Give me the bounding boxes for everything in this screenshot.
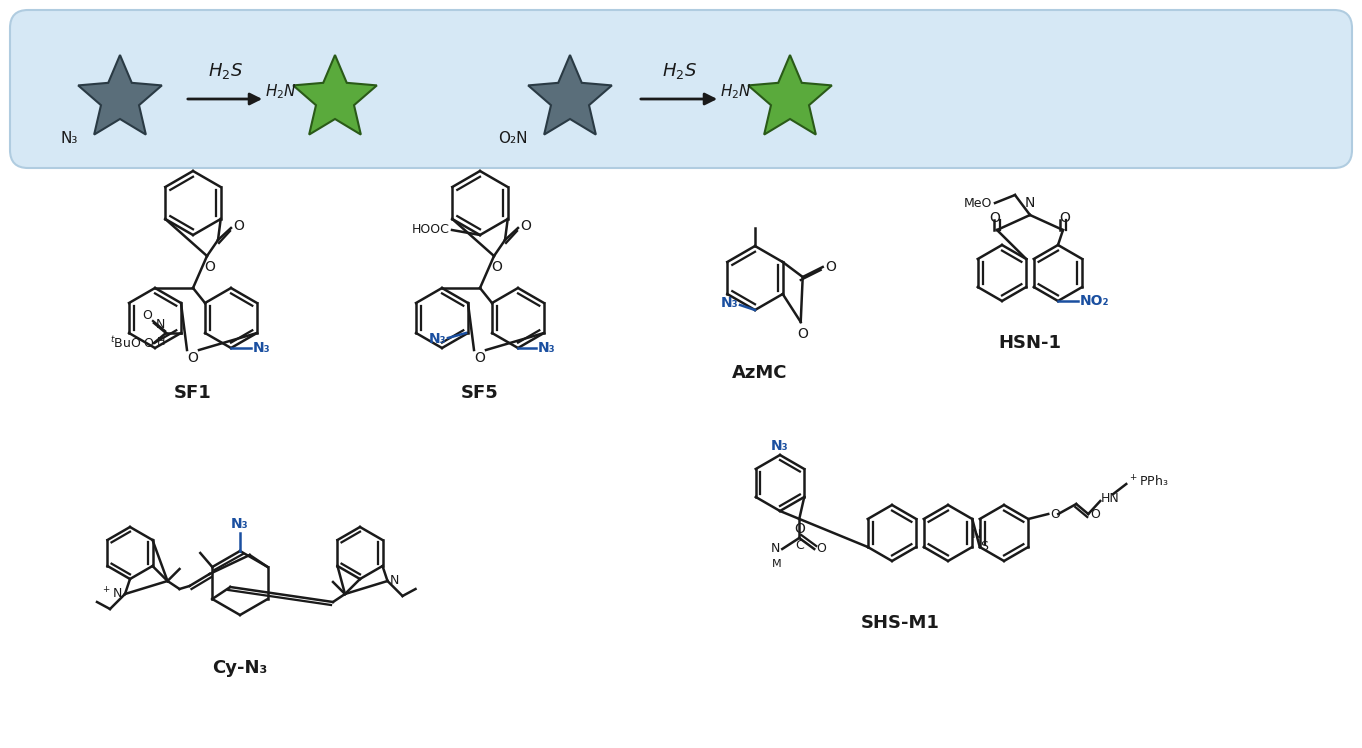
Text: O: O bbox=[492, 260, 503, 274]
Text: O: O bbox=[474, 351, 485, 365]
Text: O: O bbox=[204, 260, 215, 274]
Polygon shape bbox=[78, 55, 162, 135]
Text: O: O bbox=[1050, 507, 1060, 521]
Text: S: S bbox=[981, 541, 987, 554]
Polygon shape bbox=[293, 55, 377, 135]
Text: Cy-N₃: Cy-N₃ bbox=[212, 659, 267, 677]
Text: $^+$PPh₃: $^+$PPh₃ bbox=[1128, 474, 1169, 490]
Text: $^+$N: $^+$N bbox=[101, 586, 123, 601]
Text: O: O bbox=[816, 542, 827, 556]
Text: O: O bbox=[825, 260, 836, 274]
Text: O: O bbox=[188, 351, 199, 365]
Text: N₃: N₃ bbox=[720, 296, 738, 310]
Text: N: N bbox=[971, 527, 981, 541]
Text: SHS-M1: SHS-M1 bbox=[861, 614, 940, 632]
Text: O: O bbox=[143, 337, 153, 349]
Text: $H_2N$: $H_2N$ bbox=[266, 82, 297, 101]
Text: $^t$BuO: $^t$BuO bbox=[110, 335, 142, 351]
Text: N₃: N₃ bbox=[232, 517, 249, 531]
Text: AzMC: AzMC bbox=[733, 364, 787, 382]
Text: $H_2N$: $H_2N$ bbox=[720, 82, 752, 101]
Text: HN: HN bbox=[1102, 492, 1120, 506]
Text: O: O bbox=[142, 309, 153, 322]
Text: N₃: N₃ bbox=[61, 131, 78, 146]
Text: O₂N: O₂N bbox=[498, 131, 528, 146]
Text: C: C bbox=[795, 539, 804, 552]
Text: N₃: N₃ bbox=[771, 439, 789, 453]
Text: H: H bbox=[157, 337, 165, 347]
Text: O: O bbox=[1090, 509, 1100, 521]
Polygon shape bbox=[528, 55, 612, 135]
Text: $H_2S$: $H_2S$ bbox=[662, 61, 696, 81]
Text: O: O bbox=[794, 522, 805, 536]
Text: $H_2S$: $H_2S$ bbox=[207, 61, 242, 81]
Text: N: N bbox=[771, 542, 780, 556]
FancyBboxPatch shape bbox=[10, 10, 1352, 168]
Text: N₃: N₃ bbox=[429, 332, 445, 346]
Text: SF1: SF1 bbox=[174, 384, 212, 402]
Text: O: O bbox=[797, 327, 808, 341]
Text: O: O bbox=[520, 219, 531, 233]
Text: HSN-1: HSN-1 bbox=[998, 334, 1061, 352]
Text: HOOC: HOOC bbox=[413, 222, 449, 236]
Polygon shape bbox=[748, 55, 832, 135]
Text: NO₂: NO₂ bbox=[1080, 294, 1110, 308]
Text: SF5: SF5 bbox=[462, 384, 498, 402]
Text: O: O bbox=[1060, 211, 1071, 225]
Text: O: O bbox=[990, 211, 1001, 225]
Text: N₃: N₃ bbox=[538, 341, 556, 355]
Text: N: N bbox=[155, 318, 165, 331]
Text: N: N bbox=[1024, 196, 1035, 210]
Text: O: O bbox=[233, 219, 244, 233]
Text: MeO: MeO bbox=[964, 197, 992, 209]
Text: N₃: N₃ bbox=[253, 341, 271, 355]
Text: N: N bbox=[390, 574, 399, 587]
Text: M: M bbox=[771, 559, 780, 569]
